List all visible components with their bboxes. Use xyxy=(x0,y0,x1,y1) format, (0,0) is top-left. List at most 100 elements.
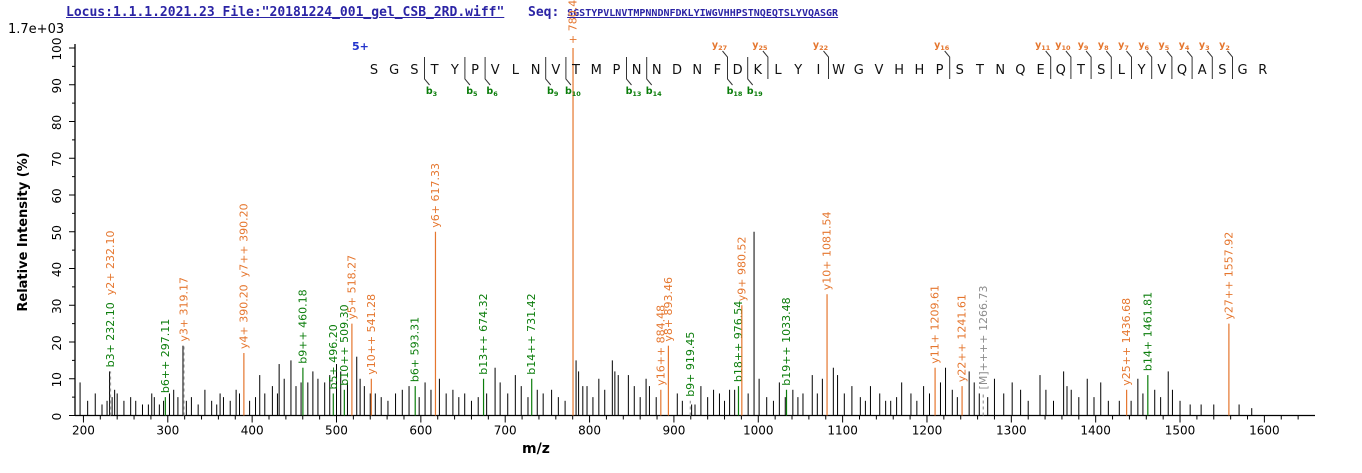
residue: Y xyxy=(1137,63,1146,78)
y-ion-marker xyxy=(1206,50,1213,79)
sequence-ruler: 5+S G S T Y P V L N V T M P N N D N F D K L Y I W G V H H P S T N Q E Q T S L… xyxy=(352,40,1267,98)
y-ion-marker xyxy=(1126,50,1132,79)
peak-label: y10+ 1081.54 xyxy=(821,212,834,291)
peak-label: y16++ 884.48 xyxy=(654,305,667,386)
b3-ion-label: b3 xyxy=(426,86,437,98)
residue: G xyxy=(389,63,399,78)
residue: Q xyxy=(1177,63,1187,78)
y-axis-title: Relative Intensity (%) xyxy=(16,152,31,311)
residue: S xyxy=(1097,63,1105,78)
b6-ion-label: b6 xyxy=(486,86,498,98)
peak-label: b19++ 1033.48 xyxy=(780,297,793,385)
y25-ion-label: y25 xyxy=(752,40,768,52)
y10-ion-label: y10 xyxy=(1055,40,1071,52)
y4-ion-label: y4 xyxy=(1179,40,1190,52)
x-tick-label: 700 xyxy=(494,424,517,438)
y-tick-label: 100 xyxy=(50,38,64,61)
residue: P xyxy=(471,63,479,78)
residue: N xyxy=(632,63,642,78)
b18-ion-label: b18 xyxy=(727,86,743,98)
b5-ion-label: b5 xyxy=(466,86,478,98)
b9-ion-label: b9 xyxy=(547,86,559,98)
residue: Y xyxy=(450,63,459,78)
residue: Y xyxy=(793,63,802,78)
peptide-sequence: SGSTYPVLNVTMPNNDNFDKLYIWGVHHPSTNQEQTSLYV… xyxy=(567,8,839,19)
precursor-charge-label: 5+ xyxy=(352,40,369,53)
peak-label: y10++ 541.28 xyxy=(365,294,378,375)
x-tick-label: 300 xyxy=(156,424,179,438)
residue: S xyxy=(410,63,418,78)
residue: M xyxy=(591,63,602,78)
residue: L xyxy=(1118,63,1126,78)
y-ion-marker xyxy=(1146,50,1153,79)
x-tick-label: 600 xyxy=(409,424,432,438)
residue: T xyxy=(430,63,439,78)
x-tick-label: 800 xyxy=(578,424,601,438)
peak-label: b3+ 232.10 y2+ 232.10 xyxy=(104,230,117,367)
residue: D xyxy=(672,63,682,78)
residue: W xyxy=(832,63,845,78)
residue: Q xyxy=(1056,63,1066,78)
residue: T xyxy=(571,63,580,78)
y-tick-label: 10 xyxy=(50,372,64,387)
residue: N xyxy=(652,63,662,78)
y-ion-marker xyxy=(1186,50,1193,79)
peak-label: b6++ 297.11 xyxy=(159,319,172,393)
b-ion-marker xyxy=(545,57,552,86)
residue: H xyxy=(915,63,925,78)
y16-ion-label: y16 xyxy=(934,40,950,52)
peak-label: y4+ 390.20 y7++ 390.20 xyxy=(237,203,250,349)
y27-ion-label: y27 xyxy=(712,40,727,52)
peak-label: y3+ 319.17 xyxy=(177,277,190,342)
x-tick-label: 1200 xyxy=(912,424,943,438)
seq-label: Seq: xyxy=(528,5,568,20)
x-tick-label: 1500 xyxy=(1165,424,1196,438)
peak-label: y8+ 893.46 xyxy=(662,277,675,342)
sequence-header: Seq: SGSTYPVLNVTMPNNDNFDKLYIWGVHHPSTNQEQ… xyxy=(528,5,838,20)
residue: F xyxy=(714,63,721,78)
y-ion-marker xyxy=(1085,50,1092,79)
peak-label: y9+ 980.52 xyxy=(735,237,748,302)
y7-ion-label: y7 xyxy=(1118,40,1129,52)
b19-ion-label: b19 xyxy=(747,86,763,98)
y11-ion-label: y11 xyxy=(1035,40,1051,52)
residue: G xyxy=(854,63,864,78)
residue: L xyxy=(512,63,520,78)
peak-label: b9++ 460.18 xyxy=(296,289,309,363)
annotated-peaks: b3+ 232.10 y2+ 232.10 b6++ 297.11 y3+ 319.… xyxy=(104,0,1235,416)
x-axis-title: m/z xyxy=(522,441,550,457)
x-tick-label: 1100 xyxy=(827,424,858,438)
x-tick-label: 1000 xyxy=(743,424,774,438)
y22-ion-label: y22 xyxy=(813,40,828,52)
peak-label: b13++ 674.32 xyxy=(477,293,490,374)
y-tick-label: 60 xyxy=(50,188,64,203)
locus-file-text: Locus:1.1.1.2021.23 File:"20181224_001_g… xyxy=(66,5,505,20)
y-tick-label: 40 xyxy=(50,262,64,277)
b-ion-marker xyxy=(626,57,632,86)
residue: N xyxy=(995,63,1005,78)
residue: L xyxy=(774,63,782,78)
scale-note: 1.7e+03 xyxy=(8,22,64,37)
y9-ion-label: y9 xyxy=(1078,40,1089,52)
y-tick-label: 50 xyxy=(50,225,64,240)
residue: N xyxy=(531,63,541,78)
y3-ion-label: y3 xyxy=(1199,40,1210,52)
residue: V xyxy=(1157,63,1166,78)
x-tick-label: 1400 xyxy=(1080,424,1111,438)
y-ion-marker xyxy=(1105,50,1112,79)
y-ion-marker xyxy=(722,50,728,79)
b14-ion-label: b14 xyxy=(646,86,662,98)
y-tick-label: 90 xyxy=(50,78,64,93)
residue: P xyxy=(612,63,620,78)
residue: P xyxy=(936,63,944,78)
peak-label: y5+ 518.27 xyxy=(345,255,358,320)
residue: R xyxy=(1258,63,1267,78)
peak-label: y27++ 1557.92 xyxy=(1222,232,1235,320)
residue: I xyxy=(816,63,820,78)
y-tick-label: 30 xyxy=(50,299,64,314)
y-tick-label: 0 xyxy=(50,413,64,421)
residue: Q xyxy=(1015,63,1025,78)
x-tick-label: 1300 xyxy=(996,424,1027,438)
